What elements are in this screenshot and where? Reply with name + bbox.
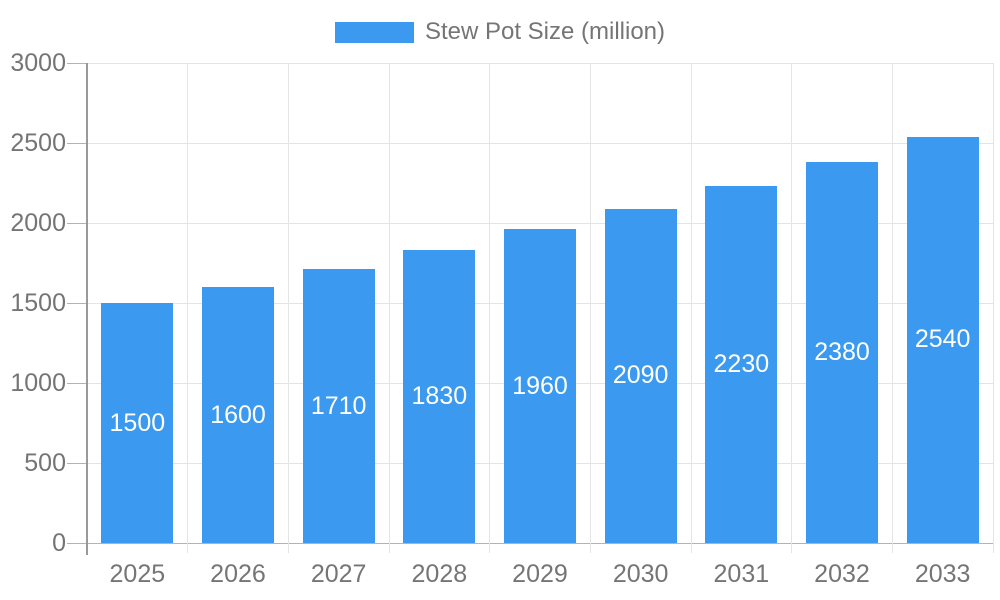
y-axis-label: 2500: [10, 129, 66, 157]
y-axis-tick: [67, 62, 87, 64]
gridline-vertical: [791, 63, 793, 553]
bar-value-label: 2230: [713, 350, 770, 379]
x-axis-label: 2029: [512, 560, 568, 588]
y-axis-tick: [67, 302, 87, 304]
gridline-vertical: [388, 63, 390, 553]
y-axis-label: 0: [52, 529, 66, 557]
x-axis-labels: 2025 2026 2027 2028 2029 2030 2031 2032 2033: [87, 560, 993, 588]
bar-value-label: 2380: [814, 338, 870, 367]
bar[interactable]: 2540: [906, 136, 979, 543]
bar-value-label: 2540: [914, 325, 971, 354]
bar-value-label: 1600: [210, 400, 266, 429]
gridline-horizontal: [87, 142, 993, 144]
bar[interactable]: 1500: [101, 303, 174, 543]
bar-value-label: 2090: [612, 361, 669, 390]
gridline-vertical: [992, 63, 994, 553]
bar-value-label: 1710: [310, 391, 367, 420]
y-axis-label: 500: [24, 449, 66, 477]
bar[interactable]: 1600: [202, 287, 274, 543]
legend-label: Stew Pot Size (million): [424, 18, 666, 45]
y-axis-tick: [67, 462, 87, 464]
x-axis-label: 2028: [411, 560, 468, 588]
gridline-horizontal: [87, 542, 993, 544]
x-axis-label: 2026: [210, 560, 266, 588]
x-axis-label: 2027: [310, 560, 367, 588]
y-axis-tick: [67, 142, 87, 144]
gridline-vertical: [891, 63, 893, 553]
gridline-vertical: [690, 63, 692, 553]
legend-marker-icon: [334, 21, 414, 43]
bar[interactable]: 1960: [504, 229, 576, 543]
x-axis-label: 2025: [109, 560, 166, 588]
y-axis-tick: [67, 222, 87, 224]
x-axis-label: 2030: [612, 560, 669, 588]
bar[interactable]: 2090: [604, 208, 677, 543]
bar-value-label: 1960: [512, 371, 568, 400]
bar[interactable]: 2230: [705, 186, 778, 543]
bar[interactable]: 1710: [302, 269, 375, 543]
gridline-horizontal: [87, 222, 993, 224]
y-axis-labels: 0 500 1000 1500 2000 2500 3000: [0, 50, 66, 556]
plot-area: 1500 1600 1710 1830 1960 2090 2230 2380 2540: [67, 62, 994, 555]
y-axis-tick: [67, 542, 87, 544]
y-axis-line: [86, 63, 88, 555]
bar-value-label: 1500: [109, 408, 166, 437]
x-axis-label: 2032: [814, 560, 870, 588]
bar[interactable]: 1830: [403, 250, 476, 543]
x-axis-label: 2033: [914, 560, 971, 588]
x-axis-label: 2031: [713, 560, 770, 588]
legend[interactable]: Stew Pot Size (million): [0, 18, 1000, 46]
gridline-vertical: [489, 63, 491, 553]
y-axis-label: 1500: [10, 289, 66, 317]
gridline-vertical: [589, 63, 591, 553]
y-axis-label: 1000: [10, 369, 66, 397]
y-axis-tick: [67, 382, 87, 384]
y-axis-label: 3000: [10, 49, 66, 77]
y-axis-label: 2000: [10, 209, 66, 237]
bar-value-label: 1830: [411, 382, 468, 411]
bar[interactable]: 2380: [806, 162, 878, 543]
gridline-horizontal: [87, 62, 993, 64]
gridline-vertical: [287, 63, 289, 553]
gridline-vertical: [187, 63, 189, 553]
